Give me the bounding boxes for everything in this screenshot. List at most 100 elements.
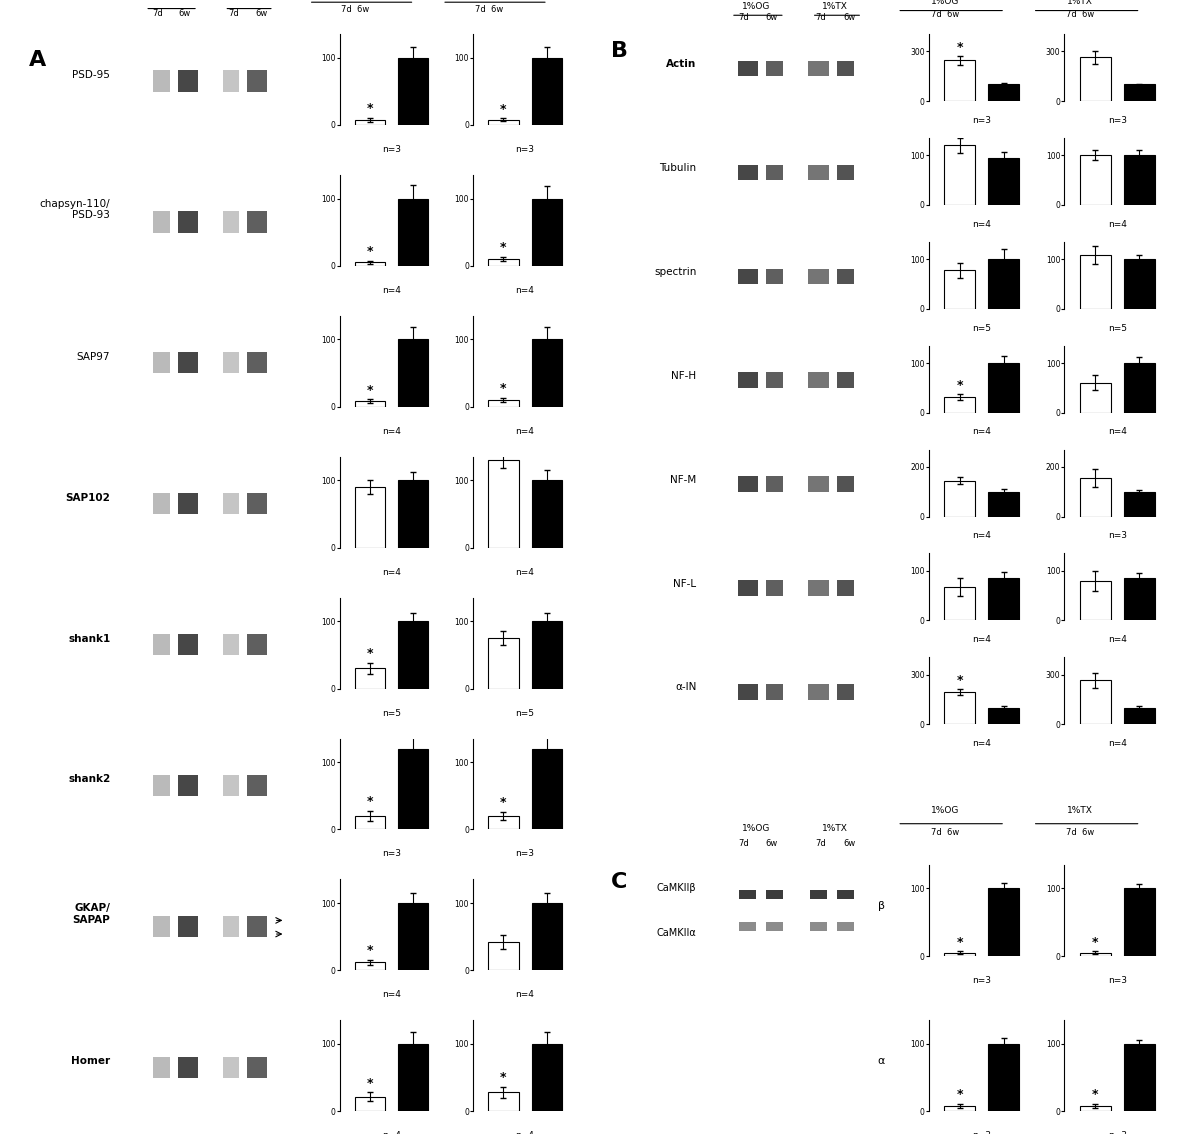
- Bar: [837, 922, 853, 931]
- Text: n=5: n=5: [515, 709, 534, 718]
- Text: n=3: n=3: [515, 145, 534, 154]
- Text: 7d  6w: 7d 6w: [1066, 829, 1095, 837]
- Bar: [154, 634, 170, 655]
- Text: *: *: [956, 1089, 963, 1101]
- Bar: [740, 922, 756, 931]
- Text: n=4: n=4: [382, 568, 401, 577]
- Bar: [808, 581, 829, 595]
- Text: *: *: [366, 648, 374, 660]
- Text: n=3: n=3: [1108, 531, 1126, 540]
- Bar: [154, 1057, 170, 1078]
- Text: n=3: n=3: [973, 976, 992, 985]
- Bar: [247, 211, 267, 232]
- Bar: [178, 775, 197, 796]
- Bar: [355, 963, 385, 971]
- Bar: [1080, 57, 1111, 101]
- Bar: [178, 493, 197, 515]
- Bar: [1124, 708, 1155, 725]
- Text: CaMKIIβ: CaMKIIβ: [657, 882, 696, 892]
- Text: 7d: 7d: [152, 9, 163, 18]
- Text: n=4: n=4: [382, 990, 401, 999]
- Bar: [766, 684, 784, 700]
- Text: n=5: n=5: [1108, 323, 1126, 332]
- Bar: [808, 476, 829, 492]
- Text: 6w: 6w: [844, 839, 856, 848]
- Bar: [1080, 255, 1111, 308]
- Bar: [1124, 260, 1155, 308]
- Text: 7d: 7d: [739, 12, 749, 22]
- Bar: [247, 1057, 267, 1078]
- Bar: [1124, 578, 1155, 620]
- Text: 1%TX: 1%TX: [1067, 805, 1093, 814]
- Text: n=4: n=4: [515, 990, 534, 999]
- Bar: [1124, 492, 1155, 516]
- Bar: [810, 890, 827, 899]
- Bar: [738, 269, 758, 285]
- Text: B: B: [611, 41, 628, 61]
- Text: n=4: n=4: [1108, 739, 1126, 748]
- Bar: [488, 400, 519, 407]
- Bar: [837, 476, 853, 492]
- Bar: [738, 61, 758, 76]
- Text: *: *: [1092, 1089, 1098, 1101]
- Text: 1%TX: 1%TX: [823, 823, 849, 832]
- Bar: [988, 708, 1019, 725]
- Text: n=5: n=5: [973, 323, 992, 332]
- Bar: [808, 164, 829, 180]
- Bar: [1124, 888, 1155, 956]
- Text: *: *: [500, 382, 507, 396]
- Text: n=3: n=3: [973, 116, 992, 125]
- Bar: [222, 634, 239, 655]
- Text: NF-L: NF-L: [674, 578, 696, 589]
- Text: *: *: [956, 379, 963, 392]
- Text: CaMKIIα: CaMKIIα: [657, 929, 696, 938]
- Bar: [488, 1092, 519, 1111]
- Text: NF-H: NF-H: [671, 371, 696, 381]
- Text: 6w: 6w: [255, 9, 267, 18]
- Bar: [398, 339, 428, 407]
- Bar: [178, 1057, 197, 1078]
- Bar: [808, 61, 829, 76]
- Bar: [355, 262, 385, 265]
- Bar: [766, 269, 784, 285]
- Bar: [398, 748, 428, 829]
- Text: Homer: Homer: [71, 1056, 110, 1066]
- Text: PSD-95: PSD-95: [72, 70, 110, 79]
- Bar: [944, 481, 975, 516]
- Bar: [178, 211, 197, 232]
- Bar: [837, 269, 853, 285]
- Bar: [810, 922, 827, 931]
- Bar: [178, 916, 197, 937]
- Text: α-IN: α-IN: [675, 683, 696, 693]
- Bar: [222, 493, 239, 515]
- Text: n=4: n=4: [382, 426, 401, 435]
- Text: SAP97: SAP97: [77, 352, 110, 362]
- Bar: [988, 85, 1019, 101]
- Text: *: *: [366, 102, 374, 115]
- Bar: [944, 60, 975, 101]
- Bar: [1124, 363, 1155, 413]
- Text: 7d: 7d: [228, 9, 239, 18]
- Bar: [988, 158, 1019, 205]
- Bar: [738, 581, 758, 595]
- Bar: [488, 460, 519, 548]
- Bar: [988, 260, 1019, 308]
- Bar: [532, 903, 561, 971]
- Text: 1%TX: 1%TX: [1067, 0, 1093, 6]
- Bar: [154, 70, 170, 92]
- Bar: [532, 621, 561, 688]
- Text: 7d  6w: 7d 6w: [930, 829, 959, 837]
- Bar: [247, 775, 267, 796]
- Bar: [222, 916, 239, 937]
- Bar: [944, 270, 975, 308]
- Text: n=4: n=4: [1108, 635, 1126, 644]
- Bar: [944, 145, 975, 205]
- Bar: [222, 211, 239, 232]
- Bar: [154, 493, 170, 515]
- Bar: [488, 119, 519, 125]
- Text: 6w: 6w: [844, 12, 856, 22]
- Text: GKAP/
SAPAP: GKAP/ SAPAP: [72, 904, 110, 925]
- Bar: [988, 888, 1019, 956]
- Bar: [154, 775, 170, 796]
- Text: *: *: [500, 242, 507, 254]
